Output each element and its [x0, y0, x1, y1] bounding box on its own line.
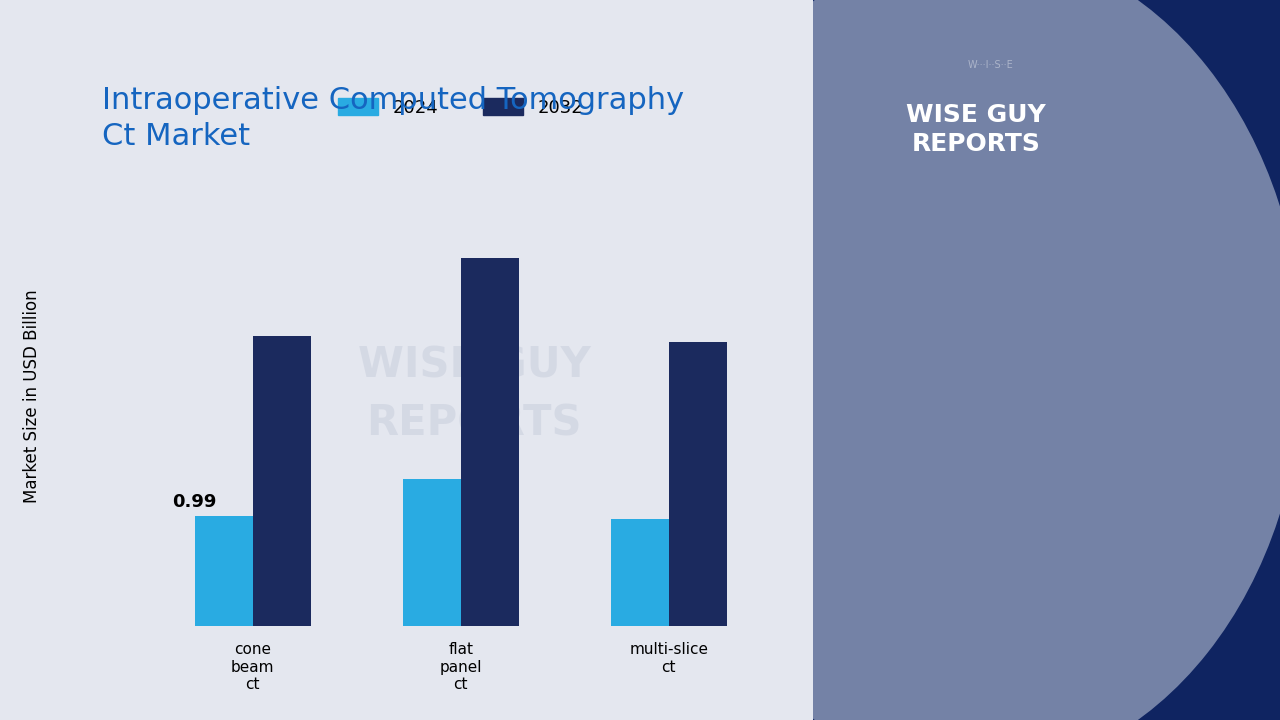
Text: Market Size in USD Billion: Market Size in USD Billion — [23, 289, 41, 503]
Bar — [611, 519, 668, 626]
Bar — [253, 336, 311, 626]
Legend: 2024, 2032: 2024, 2032 — [332, 91, 590, 124]
Text: WISE GUY
REPORTS: WISE GUY REPORTS — [357, 344, 590, 444]
Bar — [402, 479, 461, 626]
Text: 0.99: 0.99 — [172, 493, 216, 511]
Bar — [668, 342, 727, 626]
Bar — [195, 516, 253, 626]
Ellipse shape — [649, 0, 1280, 720]
Text: W···I··S··E: W···I··S··E — [968, 60, 1014, 70]
Text: WISE GUY
REPORTS: WISE GUY REPORTS — [906, 103, 1046, 156]
Text: Intraoperative Computed Tomography
Ct Market: Intraoperative Computed Tomography Ct Ma… — [102, 86, 685, 151]
Bar — [461, 258, 520, 626]
